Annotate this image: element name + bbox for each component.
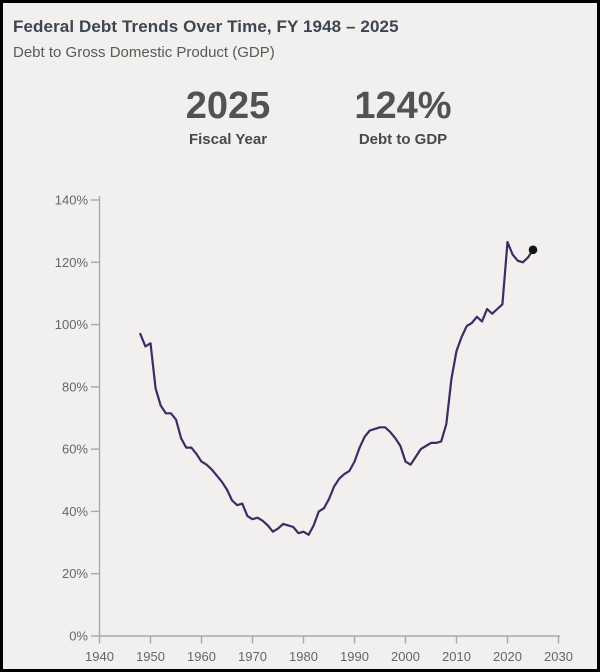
page-subtitle: Debt to Gross Domestic Product (GDP) xyxy=(13,44,275,61)
chart-header: Federal Debt Trends Over Time, FY 1948 –… xyxy=(3,3,597,61)
stat-callouts: 2025 Fiscal Year 124% Debt to GDP xyxy=(3,87,597,148)
x-axis-tick-label: 2020 xyxy=(493,649,522,664)
fiscal-year-value: 2025 xyxy=(185,85,271,127)
y-axis-tick-label: 140% xyxy=(55,192,89,207)
x-axis-tick-label: 1950 xyxy=(136,649,165,664)
y-axis-tick-label: 80% xyxy=(62,379,88,394)
debt-to-gdp-value: 124% xyxy=(354,85,452,127)
page-title: Federal Debt Trends Over Time, FY 1948 –… xyxy=(13,17,399,36)
stat-fiscal-year: 2025 Fiscal Year xyxy=(153,87,303,148)
x-axis-tick-label: 2030 xyxy=(544,649,573,664)
debt-trends-chart: 0% 20% 40% 60% 80% 100% 120% 140% 1940 1950 1960 19… xyxy=(3,3,597,669)
chart-svg: 0% 20% 40% 60% 80% 100% 120% 140% 1940 1950 1960 19… xyxy=(55,192,573,664)
fiscal-year-label: Fiscal Year xyxy=(188,131,268,148)
x-axis-tick-label: 2000 xyxy=(391,649,420,664)
y-axis-tick-label: 60% xyxy=(62,442,88,457)
y-axis-tick-label: 20% xyxy=(62,566,88,581)
endpoint-dot xyxy=(528,245,538,255)
x-axis-tick-label: 1990 xyxy=(340,649,369,664)
y-axis-tick-label: 0% xyxy=(69,629,88,644)
x-axis-tick-label: 1940 xyxy=(85,649,114,664)
x-axis-tick-label: 1980 xyxy=(289,649,318,664)
x-axis-tick-label: 1960 xyxy=(187,649,216,664)
debt-to-gdp-label: Debt to GDP xyxy=(358,131,448,148)
y-axis-tick-label: 120% xyxy=(55,255,89,270)
axes xyxy=(98,196,560,637)
y-axis-tick-label: 100% xyxy=(55,317,89,332)
stat-debt-to-gdp: 124% Debt to GDP xyxy=(333,87,473,148)
y-axis-tick-label: 40% xyxy=(62,504,88,519)
debt-to-gdp-line xyxy=(139,240,535,536)
x-axis-tick-label: 2010 xyxy=(442,649,471,664)
x-axis-tick-label: 1970 xyxy=(238,649,267,664)
